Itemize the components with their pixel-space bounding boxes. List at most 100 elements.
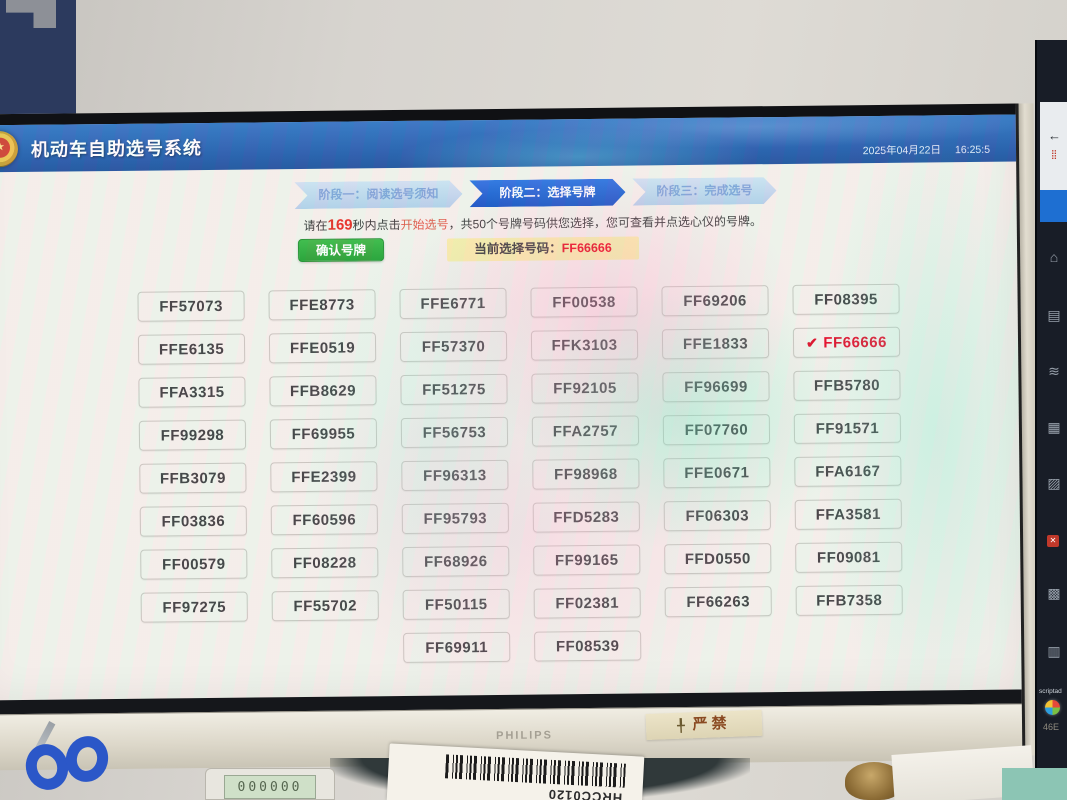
secondary-monitor: ← ⣿ ⌂ ▤ ≋ ▦ ▨ ▩ ▥ ✕ scriptad 46E: [1035, 40, 1067, 768]
plate-number: FF50115: [424, 595, 488, 614]
plate-button[interactable]: FF95793: [401, 502, 509, 534]
plate-number: FFA3581: [815, 505, 882, 524]
desk-mat: [1002, 768, 1067, 800]
desk-counter-device: 000000: [205, 768, 335, 800]
main-monitor: 机动车自助选号系统 2025年04月22日 16:25:5 阶段一：阅读选号须知 …: [0, 103, 1041, 771]
plate-number: FFE8773: [289, 295, 355, 314]
plate-button[interactable]: FF60596: [270, 504, 379, 536]
plate-button[interactable]: FFE0671: [663, 457, 771, 489]
plate-button[interactable]: FFB8629: [269, 375, 377, 407]
barcode-text: HRCC0120: [547, 786, 623, 800]
plate-button[interactable]: FF08395: [792, 283, 900, 315]
instruction-text: 请在169秒内点击开始选号，共50个号牌号码供您选择，您可查看并点选心仪的号牌。: [253, 212, 813, 235]
plate-button[interactable]: FF03836: [139, 505, 248, 537]
plate-button[interactable]: FF98968: [532, 458, 640, 490]
confirm-plate-button[interactable]: 确认号牌: [297, 238, 385, 263]
selection-screen: 机动车自助选号系统 2025年04月22日 16:25:5 阶段一：阅读选号须知 …: [0, 103, 1022, 715]
plate-button[interactable]: FF57073: [137, 290, 245, 322]
plate-number: FF99165: [554, 551, 619, 569]
app-icon[interactable]: ▤: [1047, 307, 1061, 323]
plate-number: FFE0671: [684, 463, 750, 482]
plate-number: FF56753: [422, 423, 487, 442]
current-selection-label: 当前选择号码：: [474, 241, 562, 257]
plate-number: FF09081: [816, 548, 881, 567]
plate-button[interactable]: FF08539: [534, 630, 642, 662]
plate-button[interactable]: FFD5283: [532, 501, 640, 533]
tab-stage-2[interactable]: 阶段二：选择号牌: [469, 179, 625, 208]
plate-number: FF97275: [162, 598, 227, 616]
back-arrow-icon[interactable]: ←: [1048, 128, 1061, 143]
brand-logo: PHILIPS: [496, 729, 553, 743]
plate-button[interactable]: FF99298: [138, 419, 247, 451]
plate-button[interactable]: FF99165: [533, 544, 641, 576]
app-icon[interactable]: ▩: [1047, 585, 1061, 601]
tab-stage-1[interactable]: 阶段一：阅读选号须知: [294, 180, 462, 209]
plate-button[interactable]: FF51275: [400, 373, 508, 405]
app-icon[interactable]: ▥: [1047, 643, 1061, 659]
plate-button[interactable]: FFE8773: [268, 289, 376, 321]
plate-button[interactable]: FFB3079: [139, 462, 247, 494]
plate-button[interactable]: FF57370: [399, 330, 508, 362]
header-datetime: 2025年04月22日 16:25:5: [849, 142, 990, 158]
grid-dots-icon: ⣿: [1050, 149, 1059, 159]
plate-button[interactable]: FFA2757: [531, 415, 640, 447]
plate-button[interactable]: FF69206: [661, 285, 769, 317]
plate-number: FFB7358: [816, 591, 883, 610]
plate-button[interactable]: FF69955: [269, 418, 378, 450]
plate-grid: FF57073 FFE8773 FFE6771 FF00538 FF69206 FF083…: [137, 283, 903, 666]
plate-button[interactable]: FF00579: [140, 548, 248, 580]
plate-button[interactable]: FFA6167: [794, 455, 902, 487]
plate-number: FFE6135: [158, 340, 225, 359]
app-icon[interactable]: ▦: [1047, 419, 1061, 435]
plate-button[interactable]: FF96313: [401, 459, 509, 491]
plate-number: FF60596: [292, 510, 357, 529]
plate-button[interactable]: FFA3315: [138, 376, 246, 408]
plate-button[interactable]: FFE2399: [270, 461, 378, 493]
plate-button[interactable]: FF68926: [402, 545, 510, 577]
plate-button[interactable]: FFB7358: [795, 584, 903, 616]
plate-button[interactable]: FF97275: [140, 591, 248, 623]
plate-button[interactable]: FFE6135: [137, 333, 246, 365]
plate-button[interactable]: FF06303: [663, 500, 771, 532]
plate-number: FF69206: [683, 291, 747, 310]
plate-number: FF00538: [552, 293, 616, 311]
red-app-icon[interactable]: ✕: [1047, 535, 1059, 547]
app-icon[interactable]: ⌂: [1049, 249, 1059, 265]
plate-button[interactable]: FF55702: [271, 590, 379, 622]
app-icon[interactable]: ≋: [1048, 363, 1060, 379]
plate-button[interactable]: FF00538: [530, 286, 638, 318]
plate-button[interactable]: FF09081: [795, 541, 903, 573]
plate-button[interactable]: FF69911: [403, 631, 511, 663]
header-date: 2025年04月22日: [862, 144, 942, 158]
plate-button[interactable]: FF66263: [664, 586, 772, 618]
plate-button[interactable]: FF07760: [662, 414, 771, 446]
plate-number: FF69955: [291, 424, 356, 443]
tab-stage-3[interactable]: 阶段三：完成选号: [632, 177, 776, 206]
plate-button[interactable]: FFE6771: [399, 287, 507, 319]
windows-logo-icon[interactable]: [1045, 700, 1060, 715]
start-selection-link[interactable]: 开始选号: [400, 217, 449, 232]
app-icon[interactable]: ▨: [1047, 475, 1061, 491]
plate-button[interactable]: FFK3103: [530, 329, 639, 361]
plate-button[interactable]: FFD0550: [664, 543, 772, 575]
plate-button[interactable]: FF02381: [533, 587, 641, 619]
plate-button[interactable]: FF50115: [402, 588, 510, 620]
plate-button[interactable]: FF56753: [400, 416, 509, 448]
side-window-fragment: ← ⣿: [1040, 102, 1067, 190]
monitor-bottom-bezel: PHILIPS 严禁: [0, 703, 1023, 771]
plate-number: FF06303: [685, 506, 750, 525]
plate-button[interactable]: FFE0519: [268, 332, 377, 364]
plate-number: FFB3079: [159, 469, 227, 488]
plate-button[interactable]: ✔ FF66666: [792, 326, 901, 358]
bezel-tape-label: 严禁: [645, 709, 763, 740]
plate-number: FFB8629: [289, 381, 357, 400]
plate-button[interactable]: FF96699: [662, 371, 770, 403]
plate-button[interactable]: FF91571: [793, 412, 902, 444]
plate-button[interactable]: FFA3581: [794, 498, 902, 530]
plate-button[interactable]: FF92105: [531, 372, 639, 404]
plate-button[interactable]: FF08228: [271, 547, 379, 579]
plate-number: FF66263: [686, 592, 751, 611]
plate-button[interactable]: FFB5780: [793, 369, 901, 401]
plate-number: FF00579: [161, 555, 226, 573]
plate-button[interactable]: FFE1833: [661, 328, 770, 360]
